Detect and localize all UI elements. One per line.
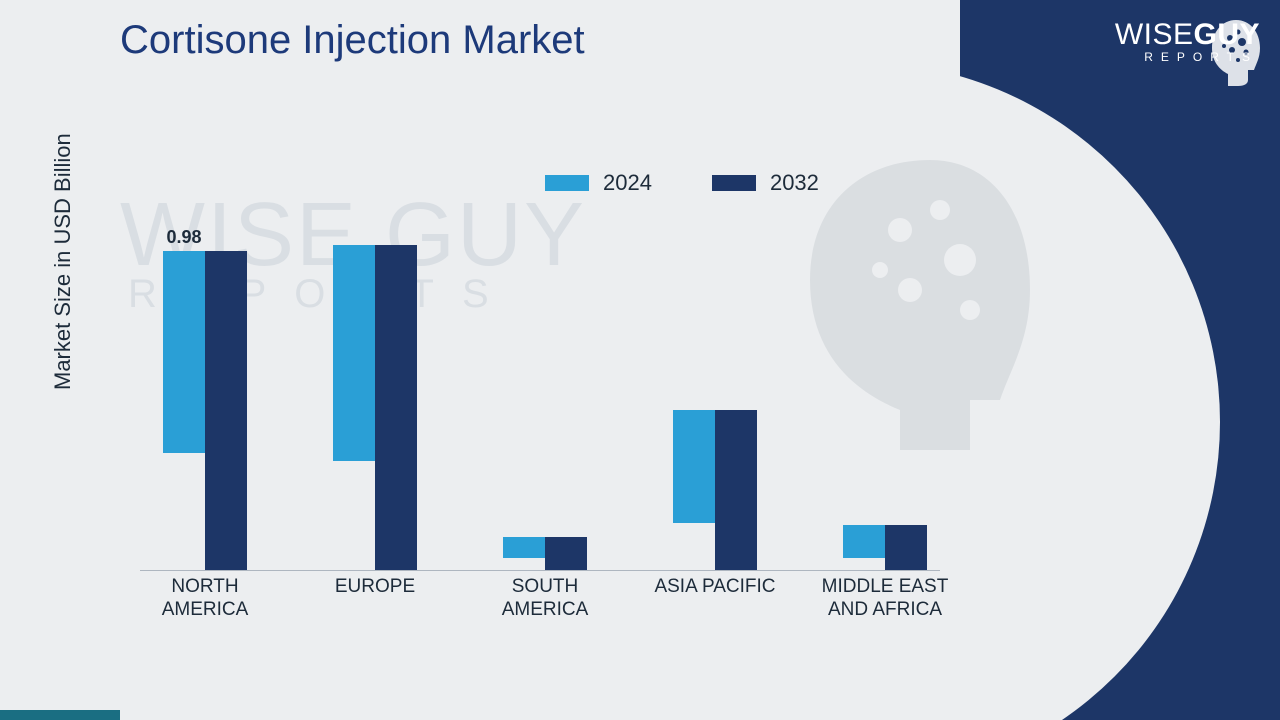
legend-label-2024: 2024 bbox=[603, 170, 652, 196]
category-label: EUROPE bbox=[310, 576, 440, 599]
legend: 2024 2032 bbox=[545, 170, 819, 196]
bar-series1 bbox=[333, 245, 375, 461]
bar-group bbox=[480, 537, 610, 570]
logo-word-1: WISE bbox=[1115, 18, 1194, 51]
legend-label-2032: 2032 bbox=[770, 170, 819, 196]
bar-value-label: 0.98 bbox=[166, 227, 201, 248]
bar-chart: 0.98 NORTH AMERICAEUROPESOUTH AMERICAASI… bbox=[100, 200, 940, 570]
bar-series2 bbox=[375, 245, 417, 570]
category-label: SOUTH AMERICA bbox=[480, 576, 610, 622]
accent-bar bbox=[0, 710, 120, 720]
bar-group bbox=[310, 245, 440, 570]
logo-word-2: GUY bbox=[1193, 18, 1260, 51]
plot-area: 0.98 bbox=[140, 200, 940, 571]
legend-item-2032: 2032 bbox=[712, 170, 819, 196]
bar-series1 bbox=[843, 525, 885, 558]
bar-series1 bbox=[673, 410, 715, 523]
legend-swatch-2032 bbox=[712, 175, 756, 191]
category-label: MIDDLE EAST AND AFRICA bbox=[820, 576, 950, 622]
category-label: NORTH AMERICA bbox=[140, 576, 270, 622]
bar-series2 bbox=[205, 251, 247, 570]
bar-series2 bbox=[885, 525, 927, 570]
bar-series1: 0.98 bbox=[163, 251, 205, 452]
legend-swatch-2024 bbox=[545, 175, 589, 191]
bar-group: 0.98 bbox=[140, 251, 270, 570]
bar-series2 bbox=[715, 410, 757, 570]
y-axis-label: Market Size in USD Billion bbox=[50, 133, 76, 390]
category-label: ASIA PACIFIC bbox=[650, 576, 780, 599]
chart-title: Cortisone Injection Market bbox=[120, 18, 585, 63]
bar-series2 bbox=[545, 537, 587, 570]
legend-item-2024: 2024 bbox=[545, 170, 652, 196]
logo-subtext: REPORTS bbox=[1115, 50, 1260, 64]
bar-group bbox=[650, 410, 780, 570]
bar-group bbox=[820, 525, 950, 570]
bar-series1 bbox=[503, 537, 545, 558]
brand-logo: WISEGUY REPORTS bbox=[1115, 18, 1260, 64]
